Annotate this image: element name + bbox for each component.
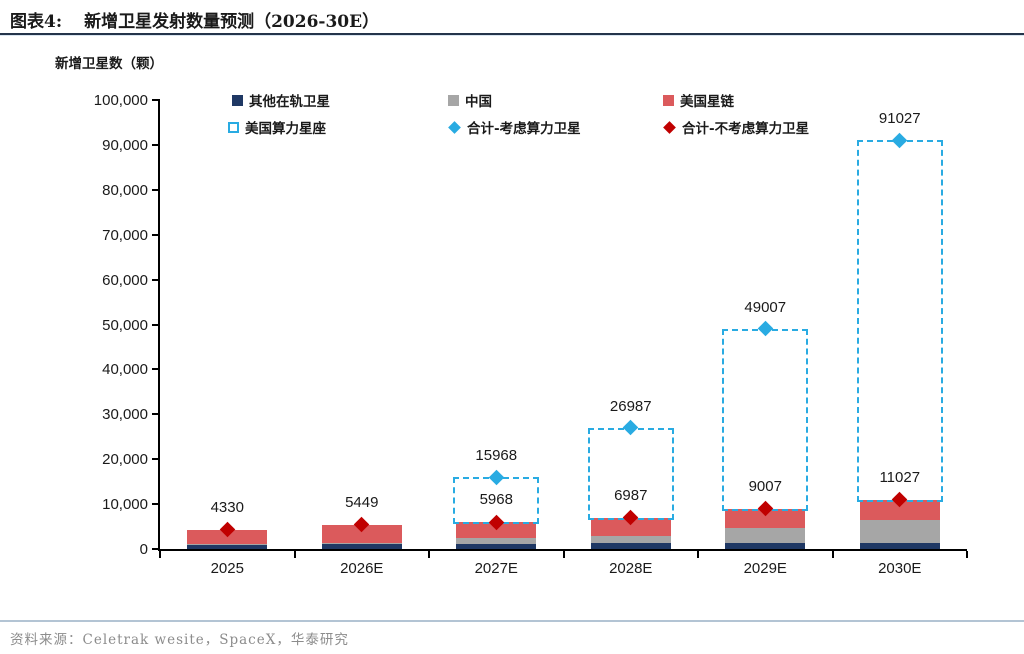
- y-tick-label: 50,000: [102, 316, 148, 334]
- bar-segment-中国: [321, 542, 402, 545]
- y-tick-label: 0: [139, 541, 148, 558]
- y-tick-label: 20,000: [102, 451, 148, 469]
- source-note: 资料来源：Celetrak wesite，SpaceX，华泰研究: [10, 632, 349, 648]
- y-tick-label: 30,000: [102, 406, 148, 424]
- y-axis-tick: [152, 458, 160, 461]
- y-tick-label: 10,000: [102, 496, 148, 514]
- legend-item-china: 中国: [448, 92, 492, 110]
- bar-segment-其他在轨卫星: [590, 543, 671, 549]
- total-label-excl-compute: 6987: [614, 486, 648, 504]
- plot-area: 0 10,000 20,000 30,000 40,000 50,000 60,000 70,…: [94, 92, 968, 577]
- bar-segment-美国星链: [456, 522, 537, 538]
- y-tick-label: 40,000: [102, 361, 148, 379]
- bar-segment-其他在轨卫星: [859, 542, 940, 549]
- y-axis-tick: [152, 99, 160, 101]
- bar-segment-中国: [456, 537, 537, 544]
- x-axis-tick: [293, 551, 296, 558]
- y-axis-tick: [152, 548, 160, 550]
- bar-segment-美国星链: [590, 517, 671, 536]
- y-axis-title: 新增卫星数（颗）: [55, 56, 163, 72]
- total-label-incl-compute: 26987: [609, 397, 652, 415]
- x-axis-tick: [562, 551, 565, 558]
- total-label-incl-compute: 49007: [744, 298, 787, 316]
- total-label-excl-compute: 9007: [748, 477, 782, 495]
- y-tick-label: 90,000: [102, 136, 148, 154]
- bar-segment-美国星链: [859, 499, 940, 520]
- y-tick-label: 70,000: [102, 226, 148, 244]
- footer-divider: [0, 620, 1024, 622]
- x-axis-tick: [697, 551, 699, 558]
- legend-label: 合计-考虑算力卫星: [467, 121, 581, 137]
- x-tick-label: 2028E: [609, 560, 653, 577]
- total-label-excl-compute: 5449: [345, 493, 379, 511]
- chart-title: 图表4: 新增卫星发射数量预测（2026-30E）: [10, 7, 1014, 32]
- bar-segment-中国: [859, 519, 940, 543]
- x-tick-label: 2025: [210, 560, 244, 577]
- x-tick-label: 2029E: [743, 560, 787, 577]
- legend-item-total-incl: 合计-考虑算力卫星: [448, 119, 581, 137]
- legend-label: 美国算力星座: [245, 121, 326, 137]
- legend-label: 合计-不考虑算力卫星: [682, 121, 810, 137]
- legend-label: 中国: [465, 94, 492, 110]
- y-axis-tick: [152, 278, 160, 281]
- bar-segment-中国: [725, 528, 806, 543]
- total-label-incl-compute: 15968: [475, 447, 518, 465]
- y-axis-tick: [152, 413, 160, 416]
- dashed-square-icon: [228, 121, 239, 133]
- y-axis-tick: [152, 188, 160, 191]
- chart-number: 图表4:: [10, 12, 63, 32]
- x-tick-label: 2026E: [340, 560, 384, 577]
- legend-item-starlink: 美国星链: [663, 92, 734, 110]
- total-label-incl-compute: 91027: [878, 110, 921, 128]
- legend-item-others: 其他在轨卫星: [232, 92, 330, 110]
- y-axis-tick: [152, 143, 160, 146]
- x-tick-label: 2030E: [878, 560, 922, 577]
- y-axis-tick: [152, 503, 160, 506]
- total-label-excl-compute: 11027: [879, 468, 921, 486]
- x-axis-tick: [966, 551, 968, 558]
- x-axis-tick: [428, 551, 430, 558]
- total-label-excl-compute: 4330: [210, 498, 244, 516]
- title-divider: [0, 33, 1024, 36]
- chart-title-text: 新增卫星发射数量预测（2026-30E）: [84, 12, 380, 32]
- y-axis-tick: [152, 323, 160, 326]
- dashed-box-compute-constellation: [856, 140, 943, 502]
- bar-segment-中国: [590, 535, 671, 544]
- bar-segment-其他在轨卫星: [321, 544, 402, 549]
- red-square-icon: [663, 94, 674, 106]
- y-tick-label: 60,000: [102, 271, 148, 289]
- x-axis-tick: [159, 551, 161, 558]
- navy-square-icon: [232, 94, 243, 106]
- bar-segment-其他在轨卫星: [456, 543, 537, 549]
- y-axis-tick: [152, 233, 160, 236]
- bar-segment-美国星链: [725, 508, 806, 529]
- y-tick-label: 100,000: [93, 92, 148, 109]
- bar-segment-美国星链: [321, 524, 402, 543]
- y-axis-tick: [152, 368, 160, 371]
- bar-segment-其他在轨卫星: [725, 542, 806, 549]
- legend-label: 美国星链: [680, 94, 734, 110]
- x-axis-tick: [831, 551, 834, 558]
- legend-item-us-compute: 美国算力星座: [228, 119, 326, 137]
- bar-segment-其他在轨卫星: [187, 544, 268, 549]
- dashed-box-compute-constellation: [587, 427, 674, 520]
- x-tick-label: 2027E: [474, 560, 518, 577]
- y-tick-label: 80,000: [102, 181, 148, 199]
- legend-label: 其他在轨卫星: [249, 94, 330, 110]
- legend-item-total-excl: 合计-不考虑算力卫星: [663, 119, 810, 137]
- total-label-excl-compute: 5968: [479, 491, 513, 509]
- gray-square-icon: [448, 94, 459, 106]
